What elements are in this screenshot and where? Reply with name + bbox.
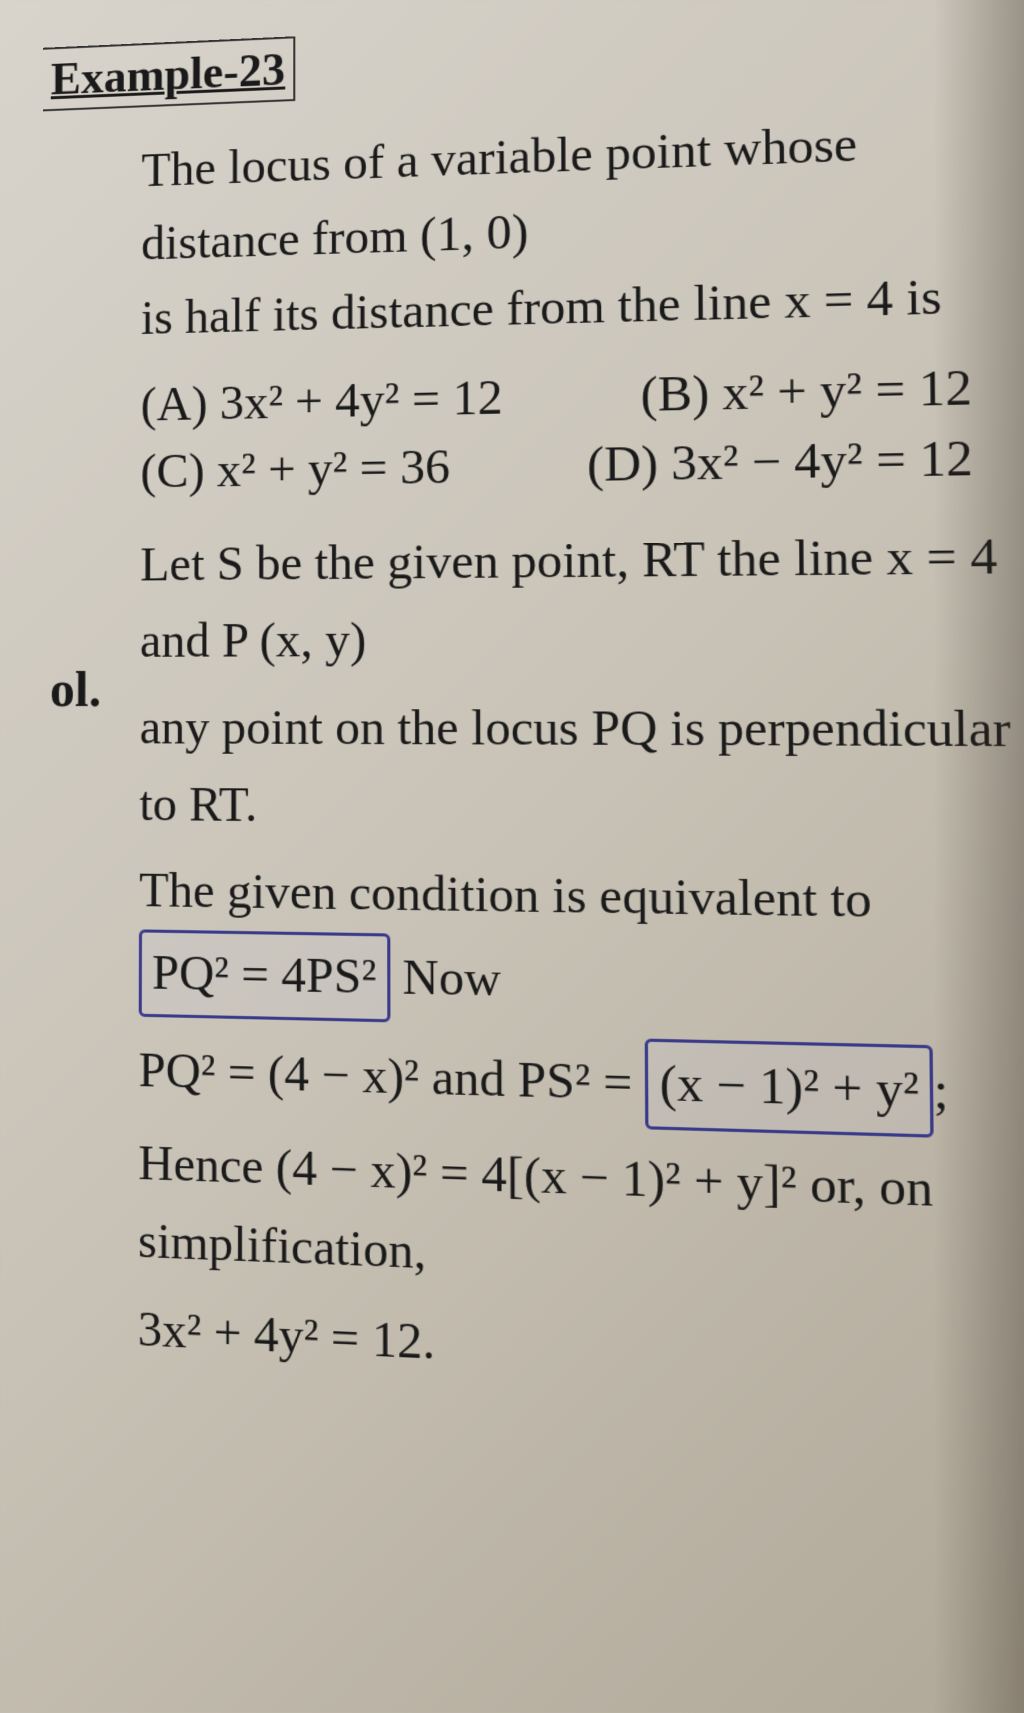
question-line-2: is half its distance from the line x = 4… xyxy=(141,269,942,344)
boxed-equation-2: (x − 1)² + y² xyxy=(645,1039,934,1138)
solution-line-1: Let S be the given point, RT the line x … xyxy=(140,517,1024,680)
solution-line-2: any point on the locus PQ is perpendicul… xyxy=(139,689,1024,852)
solution-label: ol. xyxy=(50,660,101,718)
option-a: (A) 3x² + 4y² = 12 xyxy=(141,370,503,433)
solution-line-4a: PQ² = (4 − x)² and PS² = xyxy=(138,1043,632,1111)
option-b: (B) x² + y² = 12 xyxy=(641,359,973,423)
solution-line-3: The given condition is equivalent to PQ²… xyxy=(139,853,1024,1037)
options-row-2: (C) x² + y² = 36 (D) 3x² − 4y² = 12 xyxy=(41,429,1024,501)
boxed-equation-1: PQ² = 4PS² xyxy=(139,930,390,1023)
solution-body: Let S be the given point, RT the line x … xyxy=(37,517,1024,1412)
example-label: Example-23 xyxy=(43,36,296,111)
question-text: The locus of a variable point whose dist… xyxy=(42,99,1024,358)
solution-line-3b: Now xyxy=(402,950,500,1007)
question-line-1: The locus of a variable point whose dist… xyxy=(141,117,857,271)
option-d: (D) 3x² − 4y² = 12 xyxy=(587,430,973,493)
solution-line-3a: The given condition is equivalent to xyxy=(139,864,872,929)
option-c: (C) x² + y² = 36 xyxy=(140,439,450,499)
solution-line-5: Hence (4 − x)² = 4[(x − 1)² + y]² or, on… xyxy=(138,1125,1024,1318)
options-row-1: (A) 3x² + 4y² = 12 (B) x² + y² = 12 xyxy=(41,358,1024,435)
solution-line-4: PQ² = (4 − x)² and PS² = (x − 1)² + y²; xyxy=(138,1027,1024,1141)
